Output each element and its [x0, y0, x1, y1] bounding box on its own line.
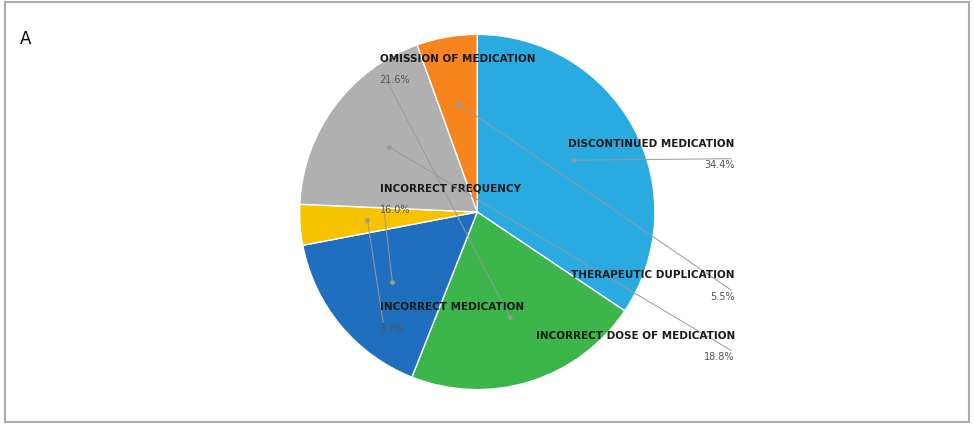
Text: INCORRECT DOSE OF MEDICATION: INCORRECT DOSE OF MEDICATION: [536, 331, 734, 341]
Text: INCORRECT MEDICATION: INCORRECT MEDICATION: [380, 302, 524, 312]
Wedge shape: [477, 34, 655, 311]
Text: INCORRECT FREQUENCY: INCORRECT FREQUENCY: [380, 183, 520, 193]
Text: THERAPEUTIC DUPLICATION: THERAPEUTIC DUPLICATION: [572, 271, 734, 280]
Text: 18.8%: 18.8%: [704, 352, 734, 363]
Text: 3.7%: 3.7%: [380, 324, 404, 334]
Text: OMISSION OF MEDICATION: OMISSION OF MEDICATION: [380, 54, 535, 64]
Text: 16.0%: 16.0%: [380, 205, 410, 215]
Wedge shape: [412, 212, 624, 390]
Text: 5.5%: 5.5%: [710, 292, 734, 302]
Text: 21.6%: 21.6%: [380, 75, 410, 85]
Wedge shape: [303, 212, 477, 377]
Text: 34.4%: 34.4%: [704, 161, 734, 170]
Wedge shape: [417, 34, 477, 212]
Wedge shape: [300, 204, 477, 245]
Text: A: A: [19, 30, 31, 47]
Text: DISCONTINUED MEDICATION: DISCONTINUED MEDICATION: [569, 139, 734, 149]
Wedge shape: [300, 45, 477, 212]
